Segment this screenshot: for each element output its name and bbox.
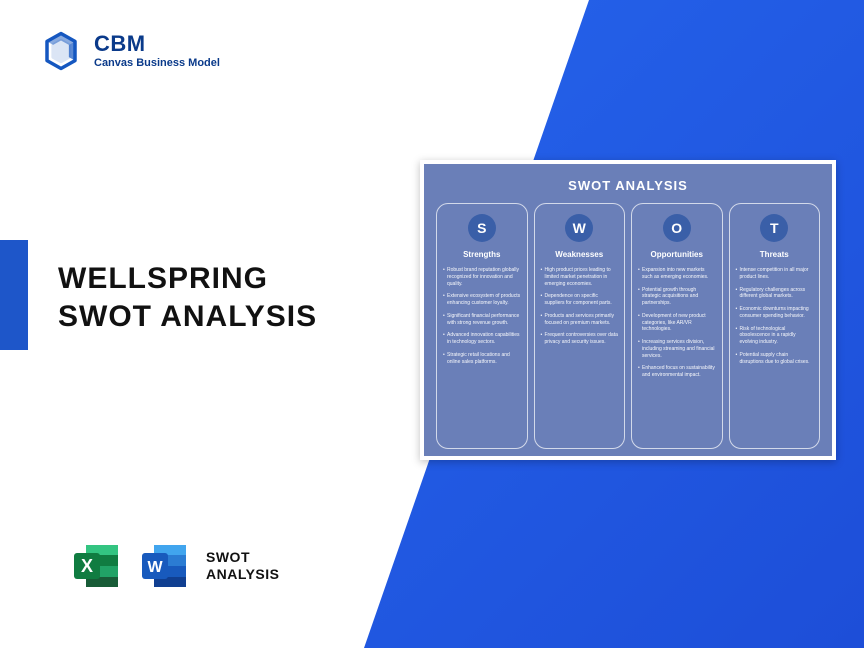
brand-header: CBM Canvas Business Model (40, 30, 220, 72)
svg-text:X: X (81, 556, 93, 576)
swot-column-title: Opportunities (651, 250, 703, 259)
swot-item: Frequent controversies over data privacy… (541, 332, 619, 346)
swot-columns: S Strengths Robust brand reputation global… (436, 203, 820, 449)
swot-items-list: High product prices leading to limited m… (541, 267, 619, 352)
swot-item: Dependence on specific suppliers for com… (541, 293, 619, 307)
swot-column-title: Threats (760, 250, 789, 259)
file-label: SWOT ANALYSIS (206, 549, 280, 583)
swot-column-title: Strengths (463, 250, 500, 259)
swot-panel: SWOT ANALYSIS S Strengths Robust brand rep… (420, 160, 836, 460)
swot-item: Enhanced focus on sustainability and env… (638, 365, 716, 379)
swot-item: Potential supply chain disruptions due t… (736, 352, 814, 366)
swot-item: Strategic retail locations and online sa… (443, 352, 521, 366)
svg-text:W: W (147, 559, 163, 576)
file-label-line2: ANALYSIS (206, 566, 280, 583)
swot-item: Intense competition in all major product… (736, 267, 814, 281)
swot-item: Risk of technological obsolescence in a … (736, 326, 814, 346)
swot-items-list: Expansion into new markets such as emerg… (638, 267, 716, 385)
brand-subtitle: Canvas Business Model (94, 57, 220, 69)
swot-circle: T (760, 214, 788, 242)
swot-column-o: O Opportunities Expansion into new markets… (631, 203, 723, 449)
main-title-line2: SWOT ANALYSIS (58, 298, 317, 336)
swot-circle: W (565, 214, 593, 242)
swot-column-s: S Strengths Robust brand reputation global… (436, 203, 528, 449)
word-icon: W (138, 539, 192, 593)
file-label-line1: SWOT (206, 549, 280, 566)
main-title: WELLSPRING SWOT ANALYSIS (58, 260, 317, 335)
swot-items-list: Intense competition in all major product… (736, 267, 814, 371)
swot-item: High product prices leading to limited m… (541, 267, 619, 287)
main-title-line1: WELLSPRING (58, 260, 317, 298)
swot-column-w: W Weaknesses High product prices leading t… (534, 203, 626, 449)
accent-bar (0, 240, 28, 350)
excel-icon: X (70, 539, 124, 593)
swot-items-list: Robust brand reputation globally recogni… (443, 267, 521, 371)
brand-title: CBM (94, 33, 220, 55)
swot-item: Advanced innovation capabilities in tech… (443, 332, 521, 346)
swot-item: Regulatory challenges across different g… (736, 287, 814, 301)
file-icons-row: X W SWOT ANALYSIS (70, 539, 280, 593)
cbm-logo-icon (40, 30, 82, 72)
swot-circle: O (663, 214, 691, 242)
swot-item: Expansion into new markets such as emerg… (638, 267, 716, 281)
swot-column-title: Weaknesses (555, 250, 603, 259)
swot-item: Products and services primarily focused … (541, 313, 619, 327)
swot-item: Increasing services division, including … (638, 339, 716, 359)
swot-circle: S (468, 214, 496, 242)
swot-panel-title: SWOT ANALYSIS (436, 178, 820, 193)
swot-item: Significant financial performance with s… (443, 313, 521, 327)
swot-item: Potential growth through strategic acqui… (638, 287, 716, 307)
swot-item: Economic downturns impacting consumer sp… (736, 306, 814, 320)
swot-item: Extensive ecosystem of products enhancin… (443, 293, 521, 307)
swot-column-t: T Threats Intense competition in all major… (729, 203, 821, 449)
swot-item: Development of new product categories, l… (638, 313, 716, 333)
swot-item: Robust brand reputation globally recogni… (443, 267, 521, 287)
